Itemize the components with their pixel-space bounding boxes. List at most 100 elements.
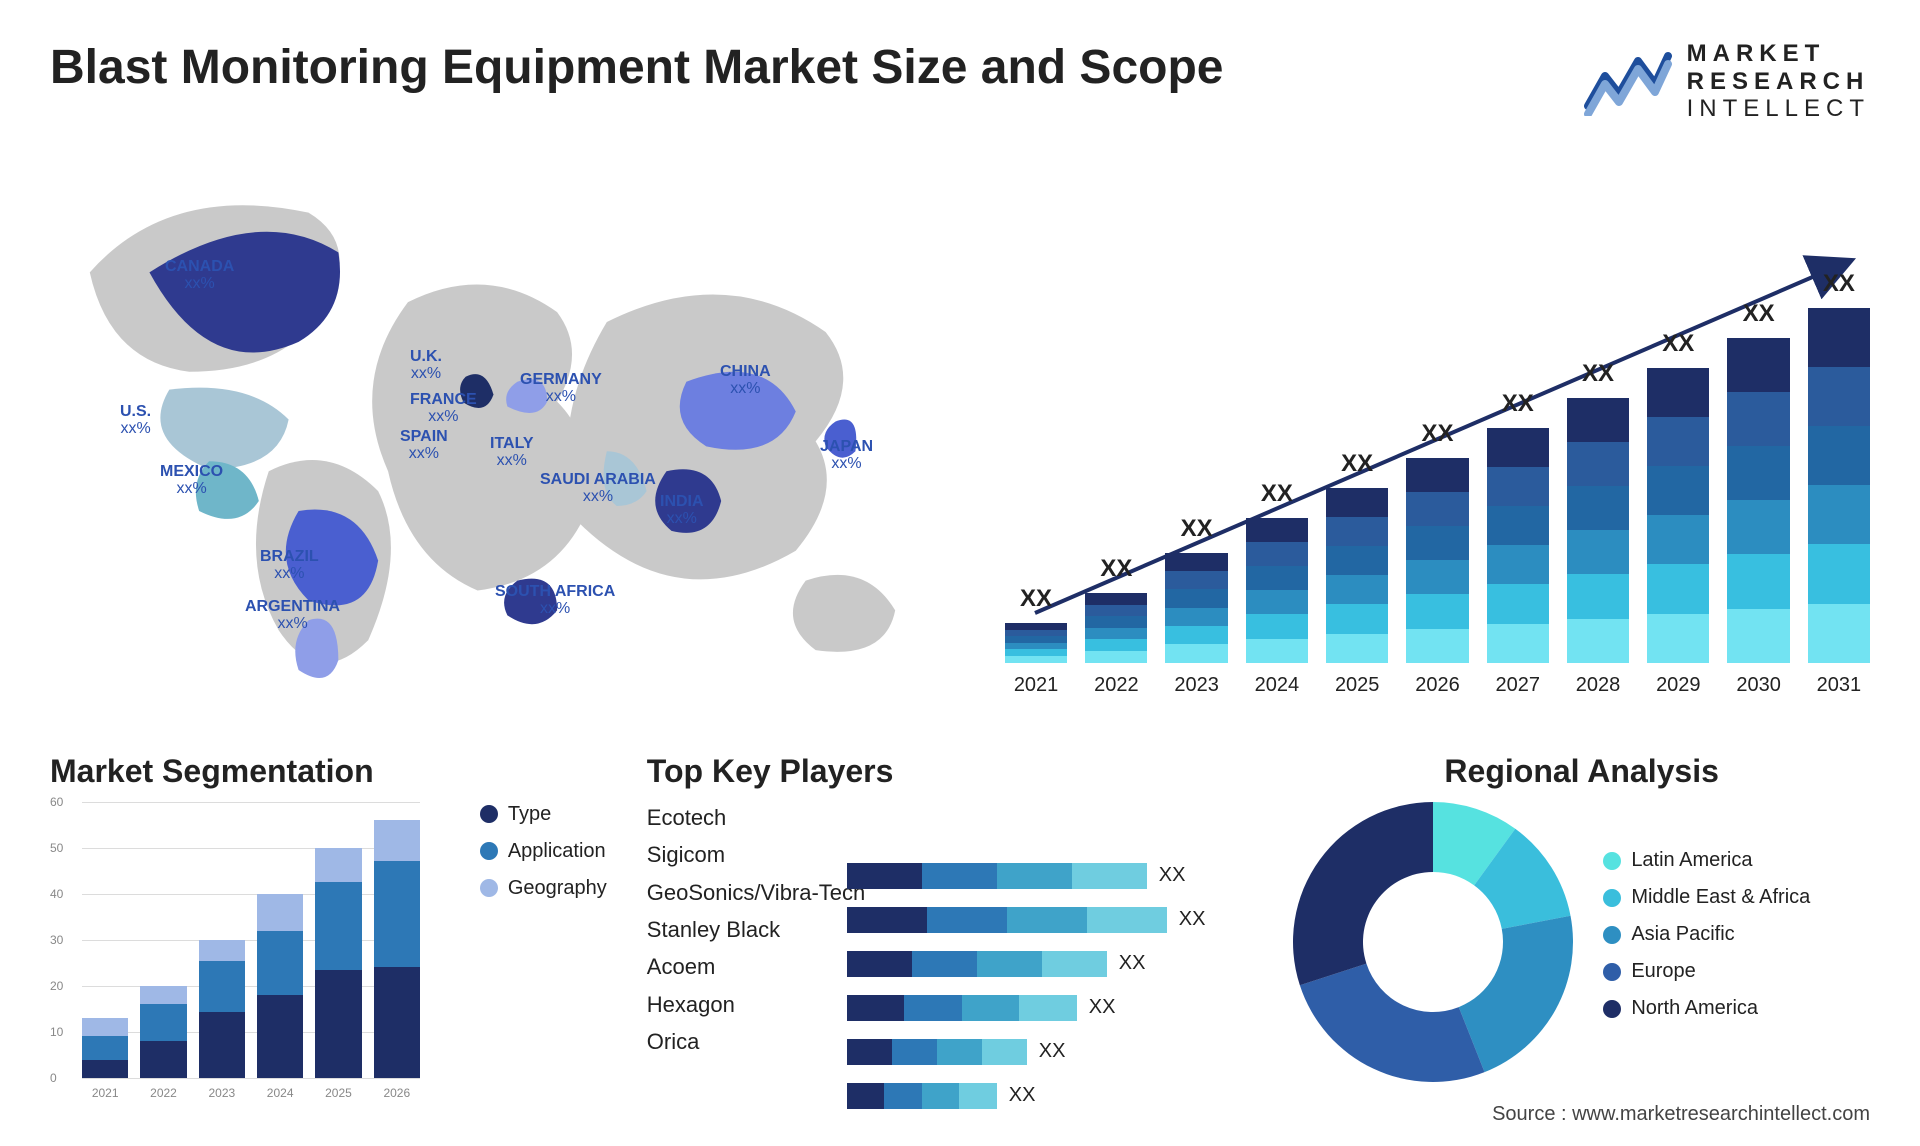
player-bar-row <box>847 813 1254 851</box>
growth-bar: XX2023 <box>1165 553 1227 663</box>
seg-year-label: 2023 <box>199 1086 245 1100</box>
segmentation-chart: 0102030405060 202120222023202420252026 <box>50 802 420 1102</box>
growth-value-label: XX <box>1647 330 1709 358</box>
seg-ytick: 10 <box>50 1025 63 1039</box>
players-title: Top Key Players <box>647 753 1254 790</box>
growth-year-label: 2022 <box>1085 674 1147 697</box>
country-label: CHINAxx% <box>720 363 771 398</box>
player-name: Acoem <box>647 948 866 985</box>
country-label: CANADAxx% <box>165 258 234 293</box>
player-name: Orica <box>647 1023 866 1060</box>
region-legend-item: Middle East & Africa <box>1603 886 1810 909</box>
regional-donut <box>1293 802 1573 1082</box>
region-legend-item: Asia Pacific <box>1603 923 1810 946</box>
player-name: Ecotech <box>647 799 866 836</box>
growth-value-label: XX <box>1165 515 1227 543</box>
seg-year-label: 2025 <box>315 1086 361 1100</box>
growth-value-label: XX <box>1246 480 1308 508</box>
seg-ytick: 20 <box>50 979 63 993</box>
player-bar-row: XX <box>847 1033 1254 1071</box>
regional-title: Regional Analysis <box>1293 753 1870 790</box>
seg-year-label: 2021 <box>82 1086 128 1100</box>
country-label: INDIAxx% <box>660 493 704 528</box>
player-name: Stanley Black <box>647 911 866 948</box>
growth-bar: XX2026 <box>1406 458 1468 663</box>
player-bar-row: XX <box>847 857 1254 895</box>
growth-year-label: 2029 <box>1647 674 1709 697</box>
growth-bar: XX2025 <box>1326 488 1388 663</box>
seg-bar: 2022 <box>140 986 186 1078</box>
regional-legend: Latin America Middle East & Africa Asia Pa… <box>1603 849 1810 1034</box>
growth-bar: XX2031 <box>1808 308 1870 663</box>
growth-bar: XX2028 <box>1567 398 1629 663</box>
player-value: XX <box>1159 864 1186 887</box>
players-list: EcotechSigicomGeoSonics/Vibra-TechStanle… <box>647 799 866 1061</box>
growth-year-label: 2031 <box>1808 674 1870 697</box>
country-label: SAUDI ARABIAxx% <box>540 471 656 506</box>
growth-year-label: 2028 <box>1567 674 1629 697</box>
seg-ytick: 0 <box>50 1071 57 1085</box>
region-legend-item: North America <box>1603 997 1810 1020</box>
seg-legend-item: Type <box>480 803 607 826</box>
seg-ytick: 50 <box>50 841 63 855</box>
growth-value-label: XX <box>1727 300 1789 328</box>
seg-ytick: 60 <box>50 795 63 809</box>
country-label: ARGENTINAxx% <box>245 598 340 633</box>
brand-mark-icon <box>1583 46 1673 116</box>
segmentation-legend: Type Application Geography <box>480 803 607 914</box>
player-bar-row: XX <box>847 989 1254 1027</box>
player-name: Hexagon <box>647 986 866 1023</box>
country-label: JAPANxx% <box>820 438 873 473</box>
growth-year-label: 2024 <box>1246 674 1308 697</box>
regional-panel: Regional Analysis Latin America Middle Ea… <box>1293 753 1870 1113</box>
country-label: U.K.xx% <box>410 348 442 383</box>
brand-logo: MARKET RESEARCH INTELLECT <box>1583 40 1870 123</box>
growth-value-label: XX <box>1326 450 1388 478</box>
player-value: XX <box>1009 1084 1036 1107</box>
seg-ytick: 30 <box>50 933 63 947</box>
growth-year-label: 2026 <box>1406 674 1468 697</box>
source-attribution: Source : www.marketresearchintellect.com <box>1492 1103 1870 1126</box>
player-name: GeoSonics/Vibra-Tech <box>647 874 866 911</box>
segmentation-panel: Market Segmentation 0102030405060 202120… <box>50 753 607 1113</box>
seg-bar: 2023 <box>199 940 245 1078</box>
player-bar-row: XX <box>847 945 1254 983</box>
players-panel: Top Key Players EcotechSigicomGeoSonics/… <box>647 753 1254 1113</box>
seg-year-label: 2022 <box>140 1086 186 1100</box>
region-legend-item: Latin America <box>1603 849 1810 872</box>
region-legend-item: Europe <box>1603 960 1810 983</box>
players-bars: XXXXXXXXXXXX <box>847 813 1254 1121</box>
growth-year-label: 2023 <box>1165 674 1227 697</box>
growth-year-label: 2025 <box>1326 674 1388 697</box>
country-label: ITALYxx% <box>490 435 534 470</box>
growth-value-label: XX <box>1406 420 1468 448</box>
country-label: FRANCExx% <box>410 391 477 426</box>
logo-text-1: MARKET <box>1687 40 1870 68</box>
country-label: SOUTH AFRICAxx% <box>495 583 615 618</box>
growth-bar: XX2021 <box>1005 623 1067 663</box>
seg-year-label: 2024 <box>257 1086 303 1100</box>
page-title: Blast Monitoring Equipment Market Size a… <box>50 40 1223 95</box>
seg-legend-item: Application <box>480 840 607 863</box>
logo-text-3: INTELLECT <box>1687 95 1870 123</box>
seg-ytick: 40 <box>50 887 63 901</box>
growth-year-label: 2030 <box>1727 674 1789 697</box>
seg-bar: 2026 <box>374 820 420 1078</box>
player-value: XX <box>1089 996 1116 1019</box>
growth-bar: XX2027 <box>1487 428 1549 663</box>
growth-value-label: XX <box>1567 360 1629 388</box>
growth-value-label: XX <box>1808 270 1870 298</box>
growth-bar: XX2022 <box>1085 593 1147 663</box>
growth-bar: XX2024 <box>1246 518 1308 663</box>
growth-value-label: XX <box>1005 585 1067 613</box>
growth-chart: XX2021XX2022XX2023XX2024XX2025XX2026XX20… <box>1005 153 1870 703</box>
world-map: CANADAxx%U.S.xx%MEXICOxx%BRAZILxx%ARGENT… <box>50 153 945 703</box>
seg-year-label: 2026 <box>374 1086 420 1100</box>
player-value: XX <box>1179 908 1206 931</box>
seg-bar: 2021 <box>82 1018 128 1078</box>
seg-legend-item: Geography <box>480 877 607 900</box>
country-label: BRAZILxx% <box>260 548 319 583</box>
player-value: XX <box>1119 952 1146 975</box>
country-label: SPAINxx% <box>400 428 448 463</box>
country-label: MEXICOxx% <box>160 463 223 498</box>
